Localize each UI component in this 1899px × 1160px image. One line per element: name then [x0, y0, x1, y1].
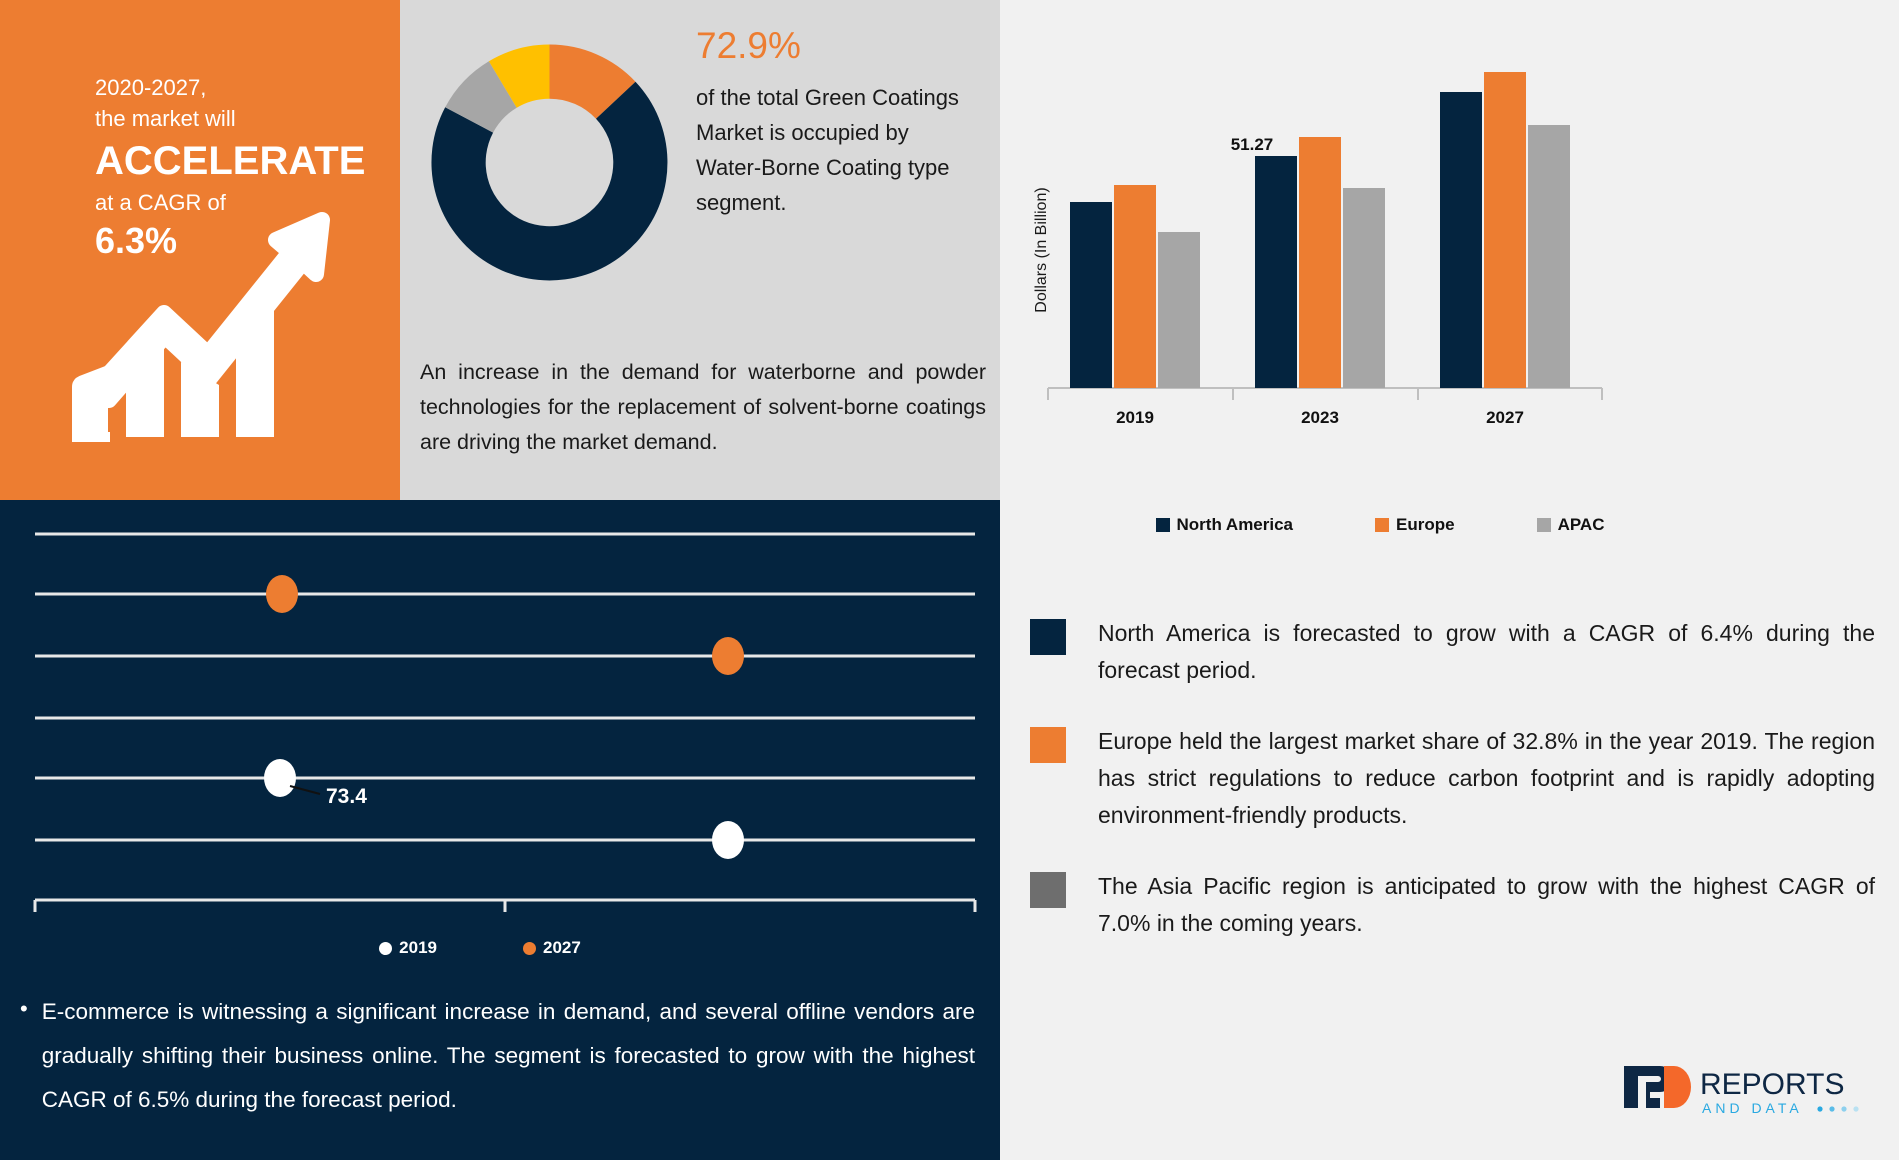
legend-dot-orange-icon: [523, 941, 536, 955]
bar-legend-label-apac: APAC: [1557, 515, 1605, 534]
dot-2027-online: [266, 575, 298, 613]
accelerate-line-3: at a CAGR of: [95, 190, 226, 215]
list-item: North America is forecasted to grow with…: [1030, 615, 1875, 689]
logo-name: REPORTS: [1700, 1068, 1844, 1101]
ecommerce-bullet: • E-commerce is witnessing a significant…: [20, 990, 975, 1122]
insight-text-europe: Europe held the largest market share of …: [1098, 728, 1875, 828]
swatch-europe-icon: [1030, 727, 1066, 763]
bullet-marker-icon: •: [20, 996, 28, 1021]
logo-tagline: AND DATA: [1702, 1100, 1803, 1116]
dot-legend-item-2027[interactable]: 2027: [523, 938, 581, 958]
bar-legend-item-europe[interactable]: Europe: [1375, 515, 1455, 535]
accelerate-line-2: the market will: [95, 106, 236, 131]
bar-xlabel-2023: 2023: [1301, 408, 1339, 427]
coating-type-donut-chart: [431, 44, 668, 281]
list-item: The Asia Pacific region is anticipated t…: [1030, 868, 1875, 942]
donut-body-text: of the total Green Coatings Market is oc…: [696, 85, 959, 215]
dot-chart-legend: 2019 2027: [0, 938, 960, 958]
bar-chart-y-axis-title: Dollars (In Billion): [1033, 187, 1050, 312]
bar-legend-item-apac[interactable]: APAC: [1536, 515, 1605, 535]
bar-legend-item-north-america[interactable]: North America: [1155, 515, 1294, 535]
bar-2019-north-america: [1070, 202, 1112, 388]
bar-2019-apac: [1158, 232, 1200, 388]
list-item: Europe held the largest market share of …: [1030, 723, 1875, 834]
right-panel: Dollars (In Billion) 51.27 2019 2023: [1000, 0, 1899, 1160]
dot-label-73-4: 73.4: [326, 785, 367, 808]
bar-2023-europe: [1299, 137, 1341, 388]
bar-legend-label-europe: Europe: [1396, 515, 1455, 534]
reports-and-data-logo: REPORTS AND DATA: [1624, 1066, 1859, 1116]
swatch-apac-icon: [1030, 872, 1066, 908]
dot-legend-item-2019[interactable]: 2019: [379, 938, 437, 958]
ecommerce-bullet-text: E-commerce is witnessing a significant i…: [41, 999, 975, 1112]
legend-square-grey-icon: [1536, 518, 1551, 532]
bar-data-label-51-27: 51.27: [1231, 135, 1274, 154]
bar-2027-europe: [1484, 72, 1526, 388]
online-offline-dot-chart: 73.4 Online Offline: [33, 532, 977, 912]
dot-2019-offline: [712, 821, 744, 859]
bar-2027-apac: [1528, 125, 1570, 388]
donut-headline-percent: 72.9%: [696, 25, 801, 66]
accelerate-line-1: 2020-2027,: [95, 75, 207, 100]
dot-legend-label-2027: 2027: [543, 938, 581, 957]
bar-chart-legend: North America Europe APAC: [1000, 515, 1760, 535]
bar-2023-north-america: [1255, 156, 1297, 388]
donut-panel: 72.9% of the total Green Coatings Market…: [400, 0, 1000, 500]
bar-xlabel-2019: 2019: [1116, 408, 1154, 427]
accelerate-text-block: 2020-2027, the market will ACCELERATE at…: [95, 72, 395, 263]
accelerate-panel: 2020-2027, the market will ACCELERATE at…: [0, 0, 400, 500]
accelerate-cagr-value: 6.3%: [95, 220, 178, 261]
accelerate-headline: ACCELERATE: [95, 139, 366, 183]
regional-market-bar-chart: Dollars (In Billion) 51.27 2019 2023: [1033, 72, 1603, 427]
legend-square-navy-icon: [1155, 518, 1170, 532]
bar-2027-north-america: [1440, 92, 1482, 388]
bar-2023-apac: [1343, 188, 1385, 388]
growth-arrow-bar-chart-icon: [72, 212, 330, 442]
dot-2019-online: [264, 759, 296, 797]
swatch-north-america-icon: [1030, 619, 1066, 655]
bar-legend-label-north-america: North America: [1176, 515, 1294, 534]
dot-2027-offline: [712, 637, 744, 675]
insight-text-apac: The Asia Pacific region is anticipated t…: [1098, 873, 1875, 936]
navy-panel: 73.4 Online Offline 2019 2027 • E-commer…: [0, 500, 1000, 1160]
legend-dot-white-icon: [379, 941, 393, 955]
regional-insight-list: North America is forecasted to grow with…: [1030, 615, 1875, 976]
bar-xlabel-2027: 2027: [1486, 408, 1524, 427]
insight-text-north-america: North America is forecasted to grow with…: [1098, 620, 1875, 683]
donut-note-text: An increase in the demand for waterborne…: [420, 360, 986, 454]
legend-square-orange-icon: [1375, 518, 1390, 532]
dot-legend-label-2019: 2019: [399, 938, 437, 957]
bar-2019-europe: [1114, 185, 1156, 388]
